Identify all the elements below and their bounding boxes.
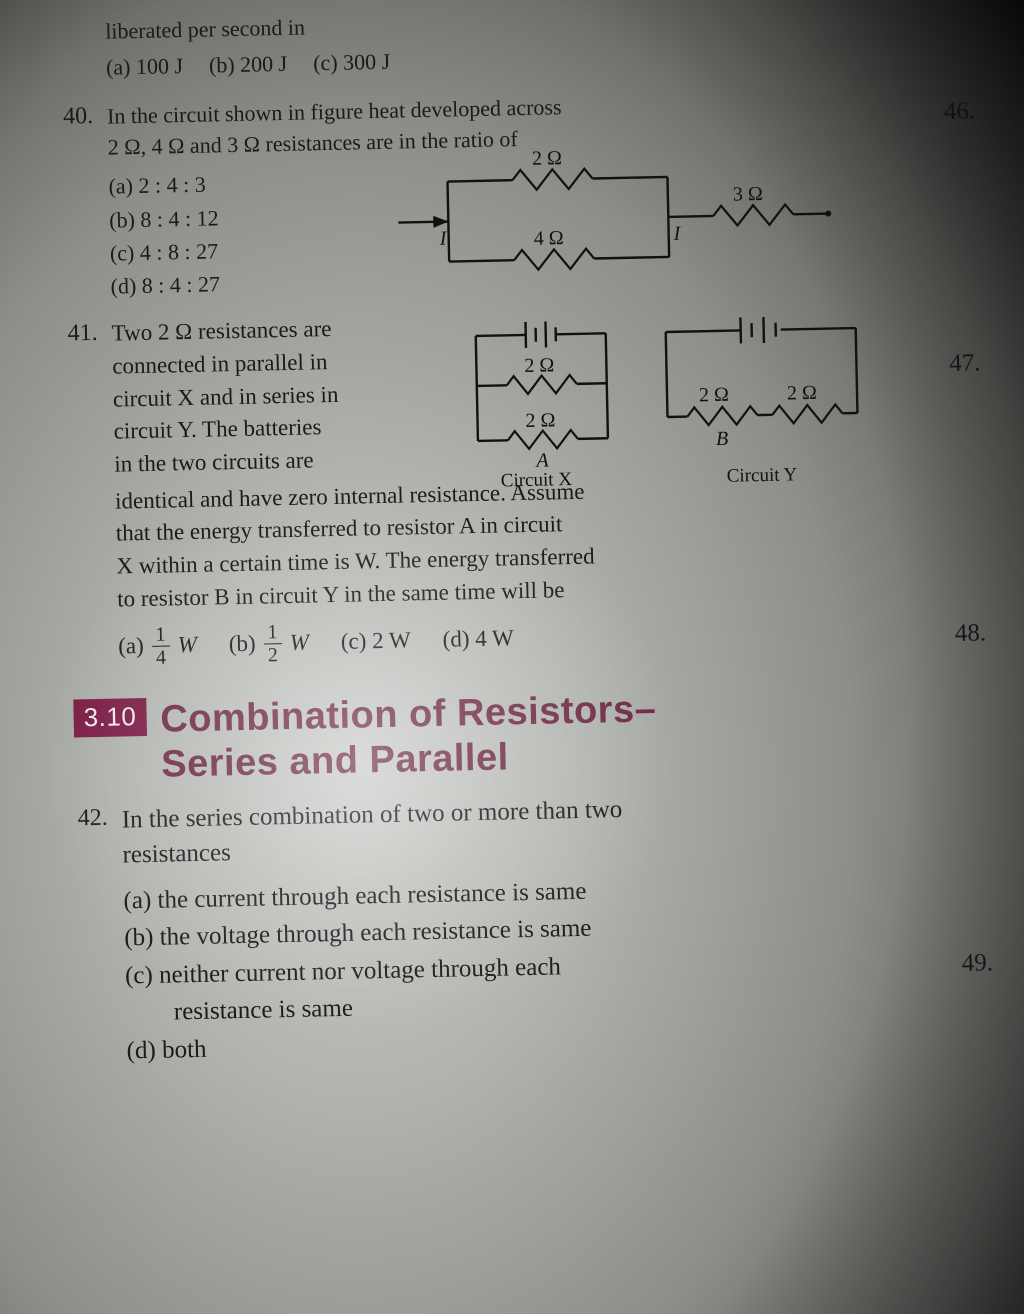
- q41-circuit-x: 2 Ω 2 Ω A Circuit X: [455, 308, 629, 482]
- prev-opt-b: (b) 200 J: [209, 51, 288, 79]
- page: liberated per second in (a) 100 J (b) 20…: [49, 0, 1001, 1086]
- q41-opt-c: (c) 2 W: [341, 625, 411, 659]
- section-badge: 3.10: [73, 698, 146, 738]
- q40-I-left: I: [439, 228, 446, 251]
- prev-opt-a: (a) 100 J: [106, 53, 184, 81]
- prev-question-fragment: liberated per second in (a) 100 J (b) 20…: [105, 0, 980, 86]
- q40-line1: In the circuit shown in figure heat deve…: [107, 94, 562, 129]
- q41y-B: B: [716, 428, 729, 451]
- q40-circuit-svg: [392, 143, 835, 292]
- q41x-r1: 2 Ω: [524, 354, 554, 378]
- q41-l3: circuit X and in series in: [113, 382, 339, 412]
- ref-46: 46.: [944, 98, 976, 124]
- q42-l1: In the series combination of two or more…: [122, 796, 623, 833]
- section-title-l2: Series and Parallel: [161, 737, 509, 786]
- section-title-l1: Combination of Resistors–: [160, 689, 657, 741]
- q40-r-bottom: 4 Ω: [533, 227, 563, 251]
- q42-number: 42.: [65, 802, 127, 1072]
- question-42: 42. In the series combination of two or …: [65, 784, 1000, 1072]
- q41-a-frac: 1 4: [151, 625, 170, 668]
- q41-b-num: 1: [263, 622, 281, 644]
- section-title: Combination of Resistors– Series and Par…: [160, 688, 658, 788]
- q40-number: 40.: [51, 101, 111, 306]
- q41-opt-b: (b) 1 2 W: [228, 622, 309, 667]
- q41x-caption: Circuit X: [501, 469, 573, 492]
- q40-r-top: 2 Ω: [532, 147, 562, 171]
- q42-l2: resistances: [122, 840, 231, 869]
- q41-opt-d: (d) 4 W: [442, 623, 514, 657]
- ref-47: 47.: [949, 350, 981, 376]
- q40-I-right: I: [673, 223, 680, 246]
- q41-c2: that the energy transferred to resistor …: [116, 512, 563, 546]
- q41-a-den: 4: [156, 647, 166, 668]
- q41y-r1: 2 Ω: [699, 384, 729, 408]
- ref-48: 48.: [955, 620, 987, 646]
- q41-a-num: 1: [151, 625, 169, 647]
- q41-l2: connected in parallel in: [112, 349, 328, 379]
- q41-b-den: 2: [268, 645, 278, 666]
- q41-circuit-y: 2 Ω 2 Ω B Circuit Y: [645, 303, 879, 478]
- q41-a-pre: (a): [118, 630, 144, 663]
- q41-options: (a) 1 4 W (b) 1 2 W (c) 2 W (d) 4: [118, 608, 993, 669]
- q41-c4: to resistor B in circuit Y in the same t…: [117, 577, 565, 611]
- section-3-10: 3.10 Combination of Resistors– Series an…: [73, 681, 995, 790]
- q40-circuit-diagram: 2 Ω 4 Ω 3 Ω I I: [392, 143, 835, 292]
- q41x-r2: 2 Ω: [525, 409, 555, 433]
- prev-fragment-text: liberated per second in: [105, 13, 390, 45]
- q41y-caption: Circuit Y: [727, 464, 798, 487]
- q41-b-suf: W: [289, 627, 309, 660]
- q41-b-frac: 1 2: [263, 622, 282, 665]
- q41-l1: Two 2 Ω resistances are: [111, 316, 331, 346]
- q41-l4: circuit Y. The batteries: [113, 415, 321, 444]
- prev-opt-c: (c) 300 J: [313, 49, 391, 77]
- q41-opt-a: (a) 1 4 W: [118, 624, 198, 669]
- q41-a-suf: W: [177, 629, 197, 662]
- q41y-r2: 2 Ω: [787, 382, 817, 406]
- ref-49: 49.: [961, 950, 993, 976]
- q40-r-right: 3 Ω: [733, 183, 763, 207]
- q41-l5: in the two circuits are: [114, 447, 314, 476]
- q41-c3: X within a certain time is W. The energy…: [116, 544, 595, 579]
- q41-b-pre: (b): [229, 628, 257, 661]
- q41-number: 41.: [55, 318, 118, 676]
